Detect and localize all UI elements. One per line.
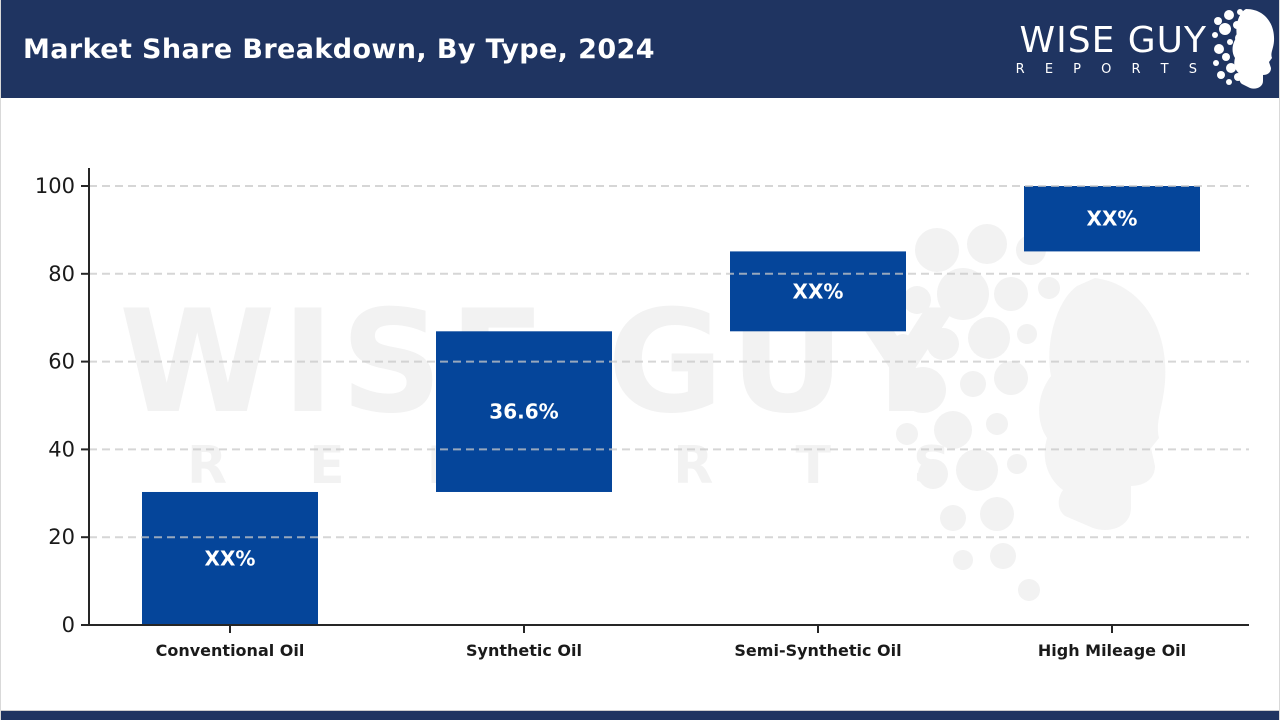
bar-semi-synthetic-oil: [730, 251, 906, 332]
x-label-3: High Mileage Oil: [1038, 641, 1186, 660]
header-bar: Market Share Breakdown, By Type, 2024 WI…: [1, 0, 1279, 98]
brand-tagline: R E P O R T S: [1015, 61, 1205, 77]
bar-high-mileage-oil: [1024, 186, 1200, 252]
y-tick-label-20: 20: [48, 525, 75, 549]
y-tick-label-0: 0: [62, 613, 75, 637]
footer-rule: [1, 710, 1279, 711]
x-label-1: Synthetic Oil: [466, 641, 582, 660]
y-tick-label-80: 80: [48, 262, 75, 286]
footer-bar: [1, 711, 1279, 720]
brand-logo: WISE GUY R E P O R T S: [1016, 0, 1279, 98]
brand-name: WISE GUY: [1019, 19, 1207, 61]
y-tick-label-100: 100: [35, 174, 75, 198]
bar-label-2: XX%: [793, 279, 844, 303]
bar-synthetic-oil: [436, 331, 612, 492]
bar-label-1: 36.6%: [489, 400, 558, 424]
bar-label-3: XX%: [1087, 207, 1138, 231]
x-label-2: Semi-Synthetic Oil: [734, 641, 901, 660]
page-title: Market Share Breakdown, By Type, 2024: [23, 33, 655, 65]
brand-head-icon: [1212, 9, 1275, 89]
brand-logo-text: WISE GUY R E P O R T S: [1015, 19, 1207, 77]
bar-conventional-oil: [142, 491, 318, 625]
y-tick-label-40: 40: [48, 437, 75, 461]
bar-label-0: XX%: [205, 546, 256, 570]
y-tick-label-60: 60: [48, 350, 75, 374]
x-label-0: Conventional Oil: [156, 641, 305, 660]
